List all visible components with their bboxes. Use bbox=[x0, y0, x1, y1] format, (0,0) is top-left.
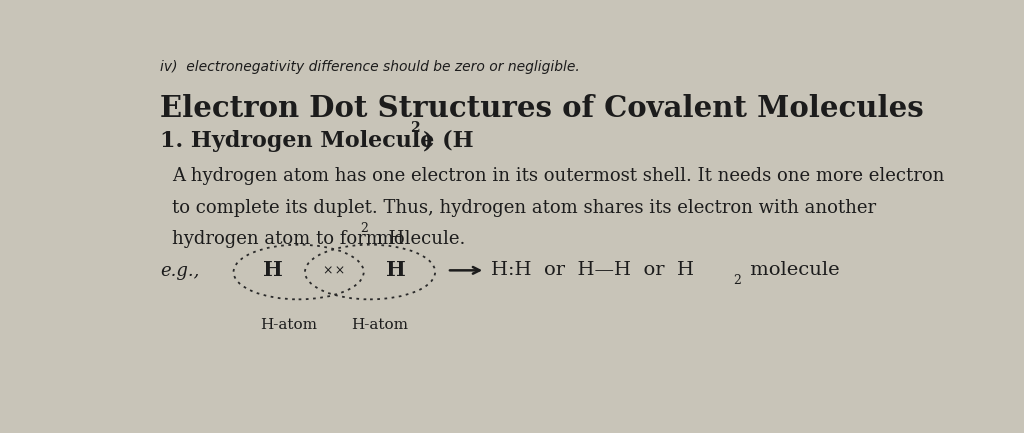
Text: ): ) bbox=[423, 130, 434, 152]
Text: A hydrogen atom has one electron in its outermost shell. It needs one more elect: A hydrogen atom has one electron in its … bbox=[172, 167, 944, 185]
Text: 1. Hydrogen Molecule (H: 1. Hydrogen Molecule (H bbox=[160, 130, 473, 152]
Text: H-atom: H-atom bbox=[260, 318, 317, 332]
Text: molecule.: molecule. bbox=[371, 230, 465, 249]
Text: to complete its duplet. Thus, hydrogen atom shares its electron with another: to complete its duplet. Thus, hydrogen a… bbox=[172, 199, 876, 216]
Text: H-atom: H-atom bbox=[351, 318, 409, 332]
Text: hydrogen atom to form H: hydrogen atom to form H bbox=[172, 230, 403, 249]
Text: × ×: × × bbox=[324, 264, 345, 277]
Text: 2: 2 bbox=[411, 121, 420, 135]
Text: Electron Dot Structures of Covalent Molecules: Electron Dot Structures of Covalent Mole… bbox=[160, 94, 924, 123]
Text: 2: 2 bbox=[360, 222, 369, 235]
Text: iv)  electronegativity difference should be zero or negligible.: iv) electronegativity difference should … bbox=[160, 60, 580, 74]
Text: molecule: molecule bbox=[743, 262, 840, 279]
Text: H: H bbox=[263, 260, 284, 280]
Text: 2: 2 bbox=[733, 274, 741, 287]
Text: H:H  or  H—H  or  H: H:H or H—H or H bbox=[492, 262, 694, 279]
Text: H: H bbox=[385, 260, 406, 280]
Text: e.g.,: e.g., bbox=[160, 262, 199, 280]
